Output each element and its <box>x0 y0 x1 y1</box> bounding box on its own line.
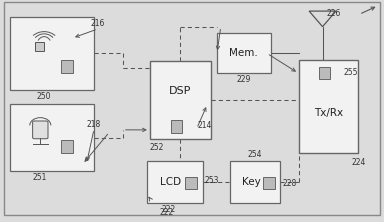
Text: 222: 222 <box>159 208 174 216</box>
FancyBboxPatch shape <box>33 121 48 139</box>
Text: 216: 216 <box>90 18 104 28</box>
Text: 253: 253 <box>204 176 219 185</box>
Bar <box>171 120 182 133</box>
Text: 255: 255 <box>344 68 358 77</box>
Text: Key: Key <box>242 177 261 187</box>
Text: 226: 226 <box>326 9 341 18</box>
Text: 214: 214 <box>198 121 212 130</box>
Text: 228: 228 <box>282 179 296 188</box>
Bar <box>217 33 271 73</box>
Text: 229: 229 <box>236 75 250 84</box>
Text: LCD: LCD <box>160 177 182 187</box>
Text: Tx/Rx: Tx/Rx <box>314 108 343 118</box>
Text: 254: 254 <box>248 150 262 159</box>
Text: 252: 252 <box>150 143 164 152</box>
Bar <box>185 177 197 189</box>
Bar <box>150 61 211 139</box>
Text: 222: 222 <box>161 205 175 214</box>
Text: Mem.: Mem. <box>230 48 258 58</box>
Bar <box>230 161 280 203</box>
Text: 218: 218 <box>86 119 101 129</box>
Text: 251: 251 <box>33 173 47 182</box>
Bar <box>263 177 275 189</box>
Bar <box>61 61 73 73</box>
Bar <box>10 104 94 171</box>
Text: 224: 224 <box>351 158 366 166</box>
Bar <box>319 67 330 79</box>
Text: 250: 250 <box>36 92 51 101</box>
Bar <box>61 141 73 153</box>
Bar <box>299 60 358 153</box>
Text: DSP: DSP <box>169 86 192 96</box>
Bar <box>147 161 202 203</box>
Bar <box>10 17 94 90</box>
Bar <box>35 42 44 51</box>
